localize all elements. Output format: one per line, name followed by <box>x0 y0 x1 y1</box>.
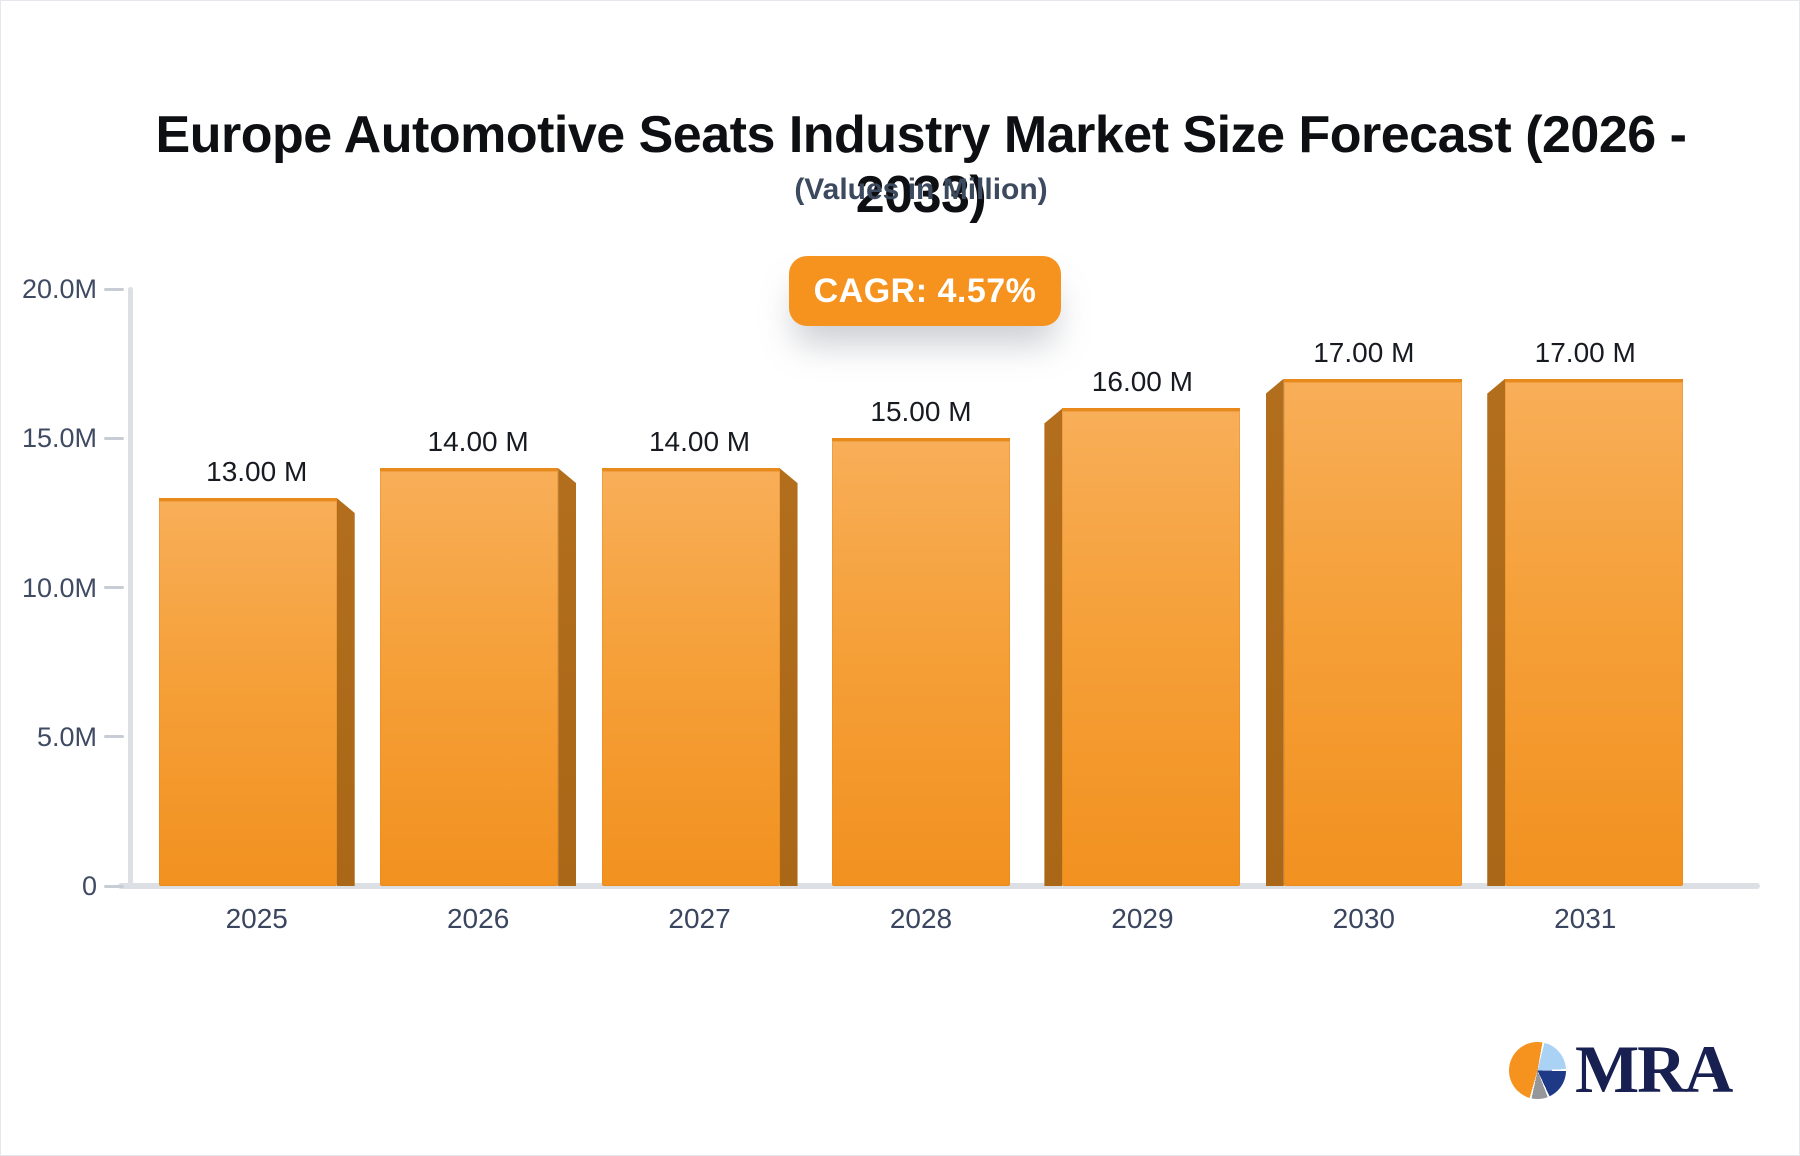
chart-title: Europe Automotive Seats Industry Market … <box>155 106 1687 224</box>
bars-row: 13.00 M 14.00 M 14.00 M 15.00 M 16.00 M 17.00… <box>146 289 1696 886</box>
bar-face <box>1283 378 1462 886</box>
bar-slot: 17.00 M <box>1475 289 1696 886</box>
y-tick-label-10.0M: 10.0M <box>21 572 97 603</box>
x-axis-label-2028: 2028 <box>889 903 953 934</box>
cagr-badge: CAGR: 4.57% <box>789 256 1061 326</box>
bar-side-shadow <box>1487 378 1506 886</box>
bar-side-shadow <box>1265 378 1284 886</box>
y-tick-label-0: 0 <box>81 871 97 901</box>
bar-slot: 13.00 M <box>146 289 367 886</box>
bar-value-label: 17.00 M <box>1313 336 1415 368</box>
bar-face <box>831 438 1010 886</box>
pie-chart-logo-icon <box>1509 1042 1566 1099</box>
bar-side-shadow <box>1044 408 1063 886</box>
y-axis-line <box>128 287 133 888</box>
bar-2025: 13.00 M <box>158 456 355 886</box>
x-axis-label-2026: 2026 <box>446 903 510 934</box>
x-axis-label-2030: 2030 <box>1332 903 1395 934</box>
bar-value-label: 14.00 M <box>427 426 529 458</box>
bar-2031: 17.00 M <box>1487 337 1684 886</box>
brand-logo-text: MRA <box>1575 1031 1733 1107</box>
bar-2026: 14.00 M <box>380 426 577 886</box>
x-axis-labels: 2025 2026 2027 2028 2029 2030 2031 <box>146 903 1696 935</box>
y-tick-mark <box>104 884 124 888</box>
bar-side-shadow <box>779 468 798 886</box>
bar-value-label: 15.00 M <box>870 396 972 428</box>
x-axis-label-2029: 2029 <box>1111 903 1174 934</box>
x-axis-label-2031: 2031 <box>1554 903 1617 934</box>
bar-2029: 16.00 M <box>1044 366 1241 886</box>
y-tick-label-5.0M: 5.0M <box>36 721 97 752</box>
bar-face <box>158 497 337 886</box>
bar-slot: 17.00 M <box>1253 289 1474 886</box>
bar-2030: 17.00 M <box>1265 337 1462 886</box>
bar-side-shadow <box>336 497 355 886</box>
bar-2028: 15.00 M <box>831 396 1010 886</box>
bar-value-label: 14.00 M <box>648 426 751 458</box>
bar-value-label: 17.00 M <box>1534 336 1636 368</box>
bar-slot: 16.00 M <box>1032 289 1253 886</box>
bar-value-label: 16.00 M <box>1091 366 1193 398</box>
bar-face <box>601 468 780 886</box>
bar-face <box>1505 378 1684 886</box>
bar-value-label: 13.00 M <box>206 455 308 487</box>
chart-subtitle: (Values in Million) <box>794 173 1048 206</box>
y-tick-mark <box>104 735 124 739</box>
bar-slot: 14.00 M <box>367 289 588 886</box>
x-axis-line <box>118 883 1760 889</box>
y-tick-mark <box>104 287 124 291</box>
bar-slot: 15.00 M <box>810 289 1031 886</box>
y-tick-mark <box>104 436 124 440</box>
x-axis-label-2025: 2025 <box>225 903 288 934</box>
bar-slot: 14.00 M <box>589 289 810 886</box>
bar-2027: 14.00 M <box>601 426 798 886</box>
bar-face <box>380 468 559 886</box>
y-tick-mark <box>104 586 124 589</box>
y-tick-label-20.0M: 20.0M <box>21 274 97 304</box>
x-axis-label-2027: 2027 <box>668 903 731 934</box>
bar-side-shadow <box>558 468 577 886</box>
bar-face <box>1062 408 1241 886</box>
y-tick-label-15.0M: 15.0M <box>21 423 97 454</box>
